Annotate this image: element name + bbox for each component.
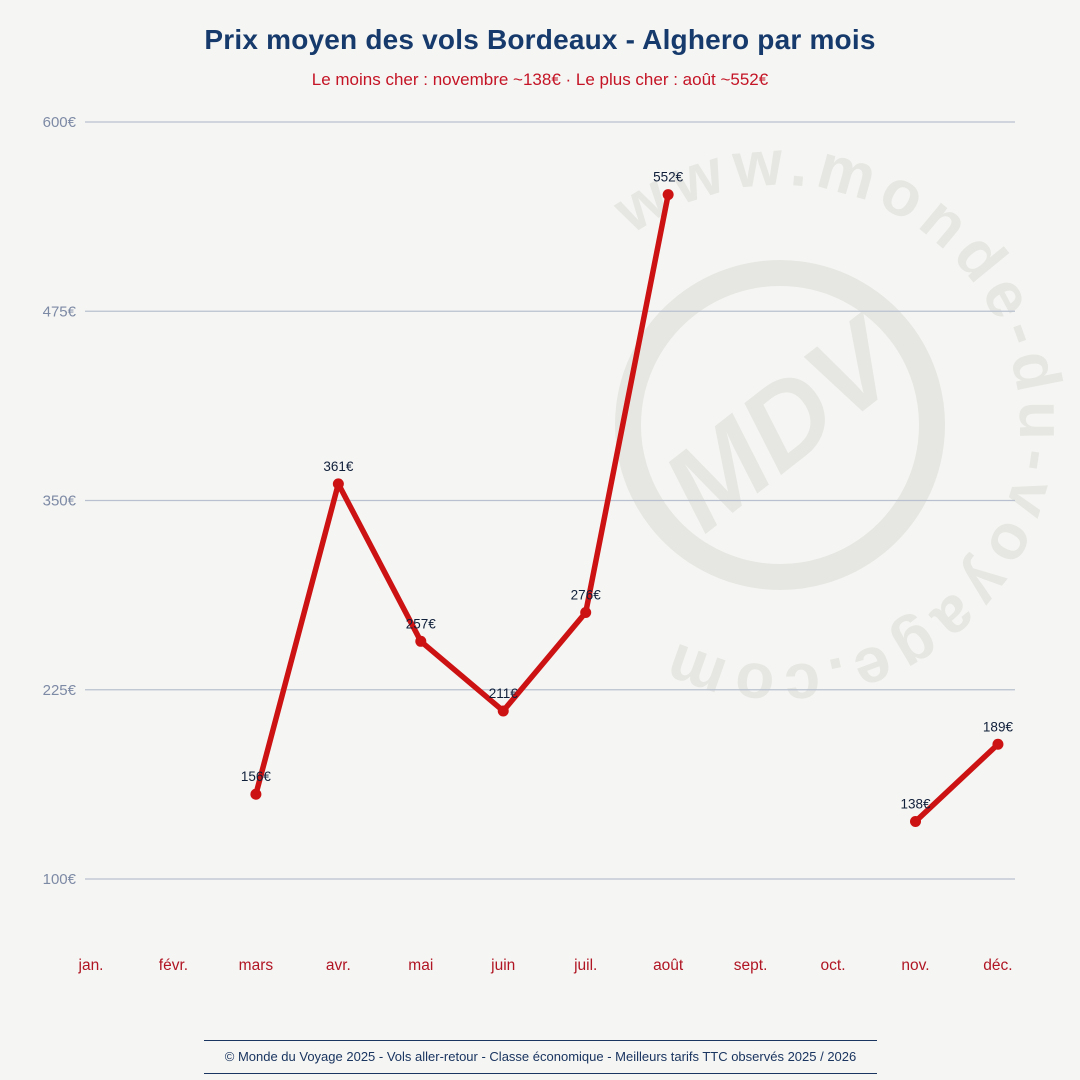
x-axis-month-label: déc. — [983, 957, 1012, 974]
data-point-label: 156€ — [241, 769, 272, 784]
x-axis-month-label: mai — [408, 957, 433, 974]
data-point — [992, 738, 1004, 750]
price-series-line — [912, 741, 1001, 825]
y-axis-tick-label: 350€ — [43, 493, 77, 510]
x-axis-month-label: nov. — [901, 957, 929, 974]
watermark-ring — [615, 260, 945, 590]
x-axis-month-label: mars — [239, 957, 274, 974]
y-axis-tick-label: 225€ — [43, 682, 77, 699]
data-point — [580, 607, 592, 619]
y-axis-tick-label: 475€ — [43, 303, 77, 320]
x-axis-month-label: août — [653, 957, 684, 974]
data-point — [250, 788, 262, 800]
x-axis-month-label: jan. — [78, 957, 104, 974]
data-point-label: 211€ — [489, 686, 519, 701]
header: Prix moyen des vols Bordeaux - Alghero p… — [0, 24, 1080, 90]
data-point-label: 276€ — [571, 588, 602, 603]
footer-text: © Monde du Voyage 2025 - Vols aller-reto… — [224, 1049, 857, 1064]
x-axis-month-label: sept. — [734, 957, 768, 974]
data-point-label: 189€ — [983, 719, 1014, 734]
data-point — [662, 189, 674, 201]
data-point-label: 257€ — [406, 616, 437, 631]
footer: © Monde du Voyage 2025 - Vols aller-reto… — [204, 1040, 877, 1074]
data-point — [332, 478, 344, 490]
page-title: Prix moyen des vols Bordeaux - Alghero p… — [204, 24, 876, 55]
x-axis-month-label: févr. — [159, 957, 188, 974]
data-point-label: 361€ — [323, 459, 354, 474]
y-axis-tick-label: 600€ — [43, 114, 77, 131]
data-point-label: 552€ — [653, 170, 684, 185]
data-point — [910, 815, 921, 827]
y-axis-tick-label: 100€ — [43, 871, 77, 888]
x-axis-month-label: juin — [490, 957, 515, 974]
page-subtitle: Le moins cher : novembre ~138€ · Le plus… — [311, 70, 769, 89]
data-point — [497, 705, 509, 717]
data-point-label: 138€ — [900, 796, 931, 811]
x-axis-month-label: avr. — [326, 957, 351, 974]
x-axis-month-label: oct. — [821, 957, 846, 974]
price-series-line — [253, 191, 671, 797]
x-axis-month-label: juil. — [573, 957, 597, 974]
data-point — [415, 635, 427, 647]
